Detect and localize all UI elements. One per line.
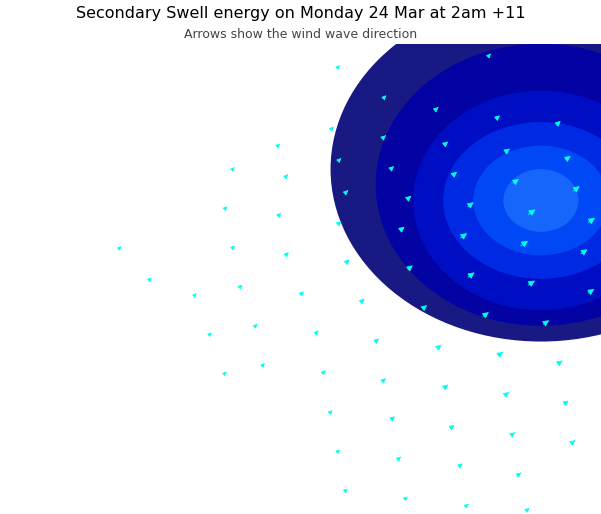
Text: Arrows show the wind wave direction: Arrows show the wind wave direction — [184, 28, 417, 41]
Ellipse shape — [331, 0, 601, 341]
Text: Secondary Swell energy on Monday 24 Mar at 2am +11: Secondary Swell energy on Monday 24 Mar … — [76, 6, 525, 21]
Ellipse shape — [504, 169, 579, 232]
Ellipse shape — [376, 44, 601, 326]
Ellipse shape — [444, 122, 601, 279]
Ellipse shape — [474, 145, 601, 255]
Ellipse shape — [413, 90, 601, 310]
